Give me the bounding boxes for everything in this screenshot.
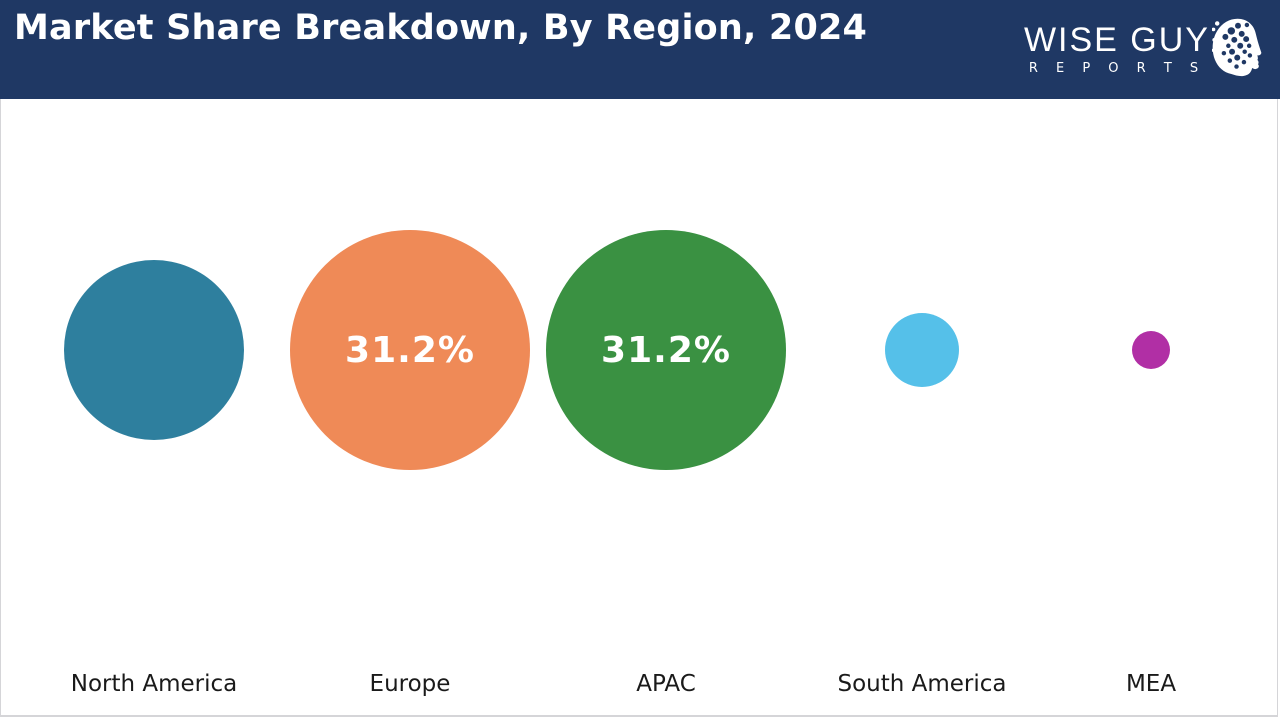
- bubble-value-label-apac: 31.2%: [601, 329, 731, 371]
- category-label-apac: APAC: [636, 671, 696, 697]
- category-label-south-america: South America: [837, 671, 1007, 697]
- category-label-europe: Europe: [369, 671, 451, 697]
- brand-name-text: WISE GUY: [1023, 21, 1210, 59]
- bubble-value-label-europe: 31.2%: [345, 329, 475, 371]
- category-label-north-america: North America: [70, 671, 238, 697]
- category-label-mea: MEA: [1125, 671, 1177, 697]
- brand-subname-text: R E P O R T S: [1028, 61, 1206, 77]
- brand-wordmark: WISE GUY R E P O R T S: [1023, 21, 1210, 77]
- header-bar: Market Share Breakdown, By Region, 2024 …: [0, 0, 1280, 99]
- brand-head-icon: [1212, 18, 1262, 77]
- bubble-south-america: [885, 313, 959, 387]
- bubble-mea: [1132, 331, 1170, 369]
- brand-logo: WISE GUY R E P O R T S: [1024, 6, 1264, 94]
- bubble-europe: 31.2%: [290, 230, 530, 470]
- bubble-apac: 31.2%: [546, 230, 786, 470]
- bubble-north-america: [64, 260, 244, 440]
- page-title: Market Share Breakdown, By Region, 2024: [14, 8, 868, 48]
